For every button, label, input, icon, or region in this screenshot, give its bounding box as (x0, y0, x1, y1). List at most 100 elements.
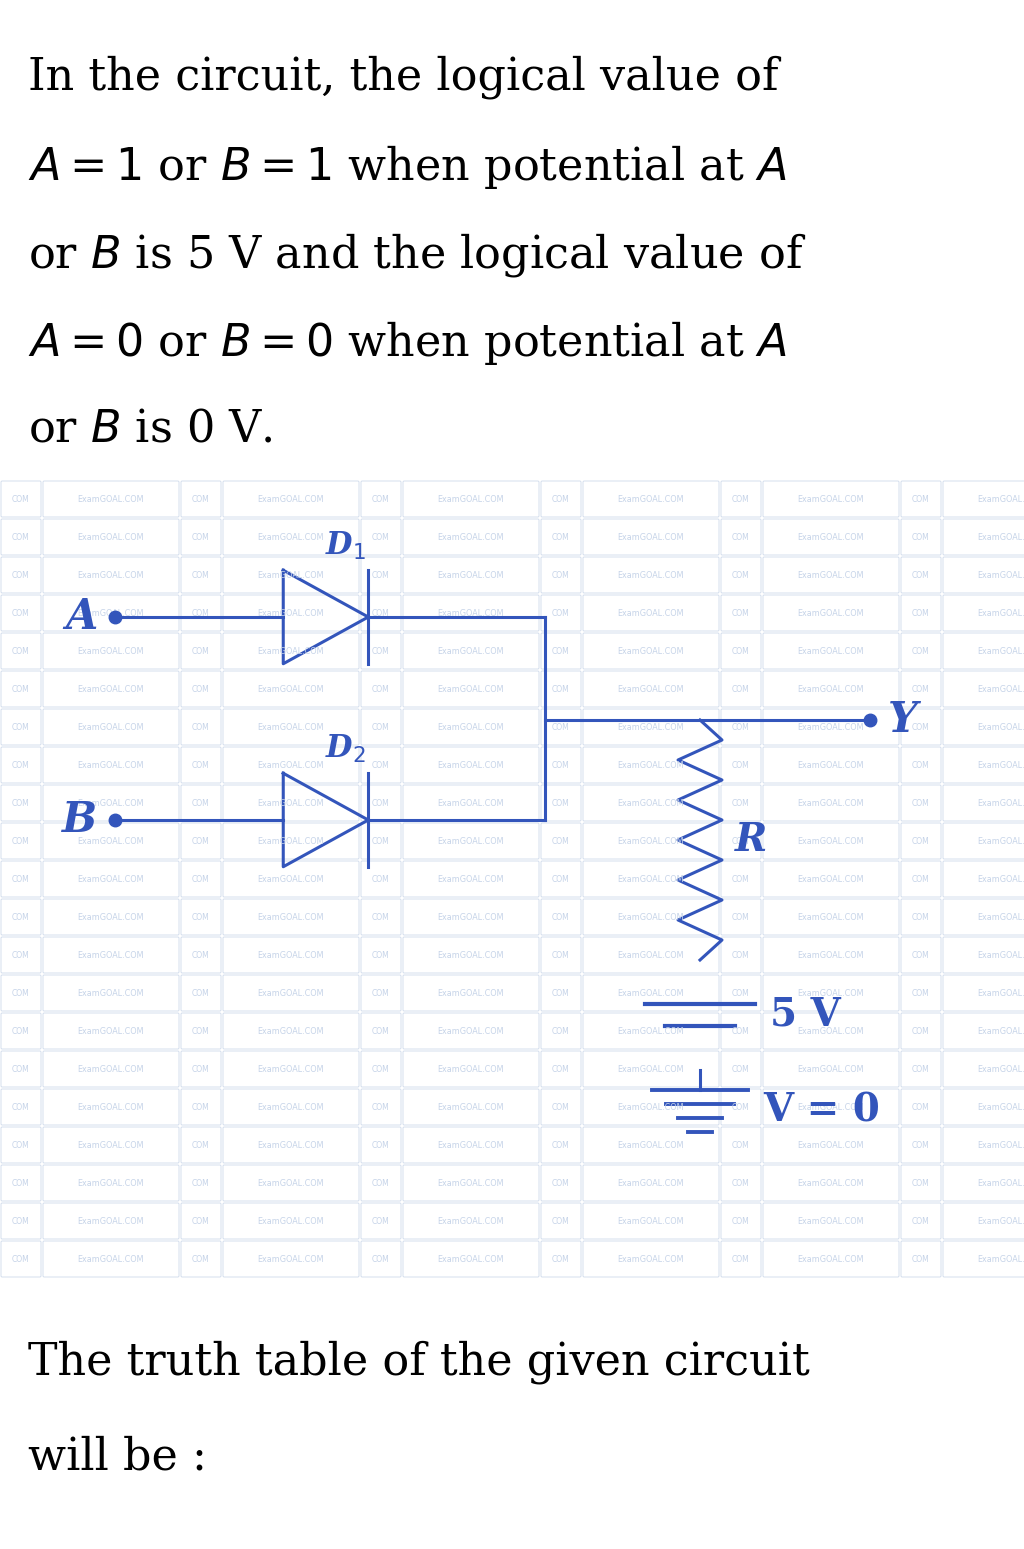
Text: ExamGOAL.COM: ExamGOAL.COM (617, 685, 684, 694)
Text: ExamGOAL.COM: ExamGOAL.COM (258, 685, 325, 694)
Text: COM: COM (372, 988, 390, 998)
Text: ExamGOAL.COM: ExamGOAL.COM (437, 1179, 504, 1188)
Text: ExamGOAL.COM: ExamGOAL.COM (617, 951, 684, 959)
Text: ExamGOAL.COM: ExamGOAL.COM (617, 1216, 684, 1225)
Text: ExamGOAL.COM: ExamGOAL.COM (258, 951, 325, 959)
Text: ExamGOAL.COM: ExamGOAL.COM (258, 836, 325, 846)
Text: COM: COM (912, 609, 930, 618)
Text: ExamGOAL.COM: ExamGOAL.COM (798, 836, 864, 846)
Text: ExamGOAL.COM: ExamGOAL.COM (78, 836, 144, 846)
Text: COM: COM (552, 1064, 570, 1073)
Text: COM: COM (193, 722, 210, 731)
Text: ExamGOAL.COM: ExamGOAL.COM (617, 1103, 684, 1112)
Text: ExamGOAL.COM: ExamGOAL.COM (258, 1255, 325, 1264)
Text: ExamGOAL.COM: ExamGOAL.COM (617, 1064, 684, 1073)
Text: COM: COM (372, 1216, 390, 1225)
Text: COM: COM (732, 1179, 750, 1188)
Text: ExamGOAL.COM: ExamGOAL.COM (798, 988, 864, 998)
Text: ExamGOAL.COM: ExamGOAL.COM (617, 988, 684, 998)
Text: ExamGOAL.COM: ExamGOAL.COM (978, 685, 1024, 694)
Text: ExamGOAL.COM: ExamGOAL.COM (978, 646, 1024, 655)
Text: ExamGOAL.COM: ExamGOAL.COM (617, 1140, 684, 1149)
Text: COM: COM (732, 951, 750, 959)
Text: ExamGOAL.COM: ExamGOAL.COM (798, 685, 864, 694)
Text: COM: COM (372, 951, 390, 959)
Text: COM: COM (912, 570, 930, 579)
Text: ExamGOAL.COM: ExamGOAL.COM (978, 1027, 1024, 1035)
Text: ExamGOAL.COM: ExamGOAL.COM (437, 951, 504, 959)
Text: COM: COM (552, 875, 570, 883)
Text: R: R (735, 821, 767, 860)
Text: ExamGOAL.COM: ExamGOAL.COM (78, 1216, 144, 1225)
Text: ExamGOAL.COM: ExamGOAL.COM (78, 609, 144, 618)
Text: ExamGOAL.COM: ExamGOAL.COM (617, 722, 684, 731)
Text: COM: COM (12, 875, 30, 883)
Text: COM: COM (552, 1027, 570, 1035)
Text: COM: COM (552, 1179, 570, 1188)
Text: ExamGOAL.COM: ExamGOAL.COM (978, 1103, 1024, 1112)
Text: ExamGOAL.COM: ExamGOAL.COM (798, 1103, 864, 1112)
Text: ExamGOAL.COM: ExamGOAL.COM (617, 1027, 684, 1035)
Text: COM: COM (912, 533, 930, 542)
Text: ExamGOAL.COM: ExamGOAL.COM (978, 1140, 1024, 1149)
Text: COM: COM (372, 646, 390, 655)
Text: COM: COM (372, 875, 390, 883)
Text: COM: COM (912, 722, 930, 731)
Text: ExamGOAL.COM: ExamGOAL.COM (78, 1140, 144, 1149)
Text: COM: COM (912, 988, 930, 998)
Text: or $B$ is 0 V.: or $B$ is 0 V. (28, 407, 272, 451)
Text: COM: COM (552, 646, 570, 655)
Text: COM: COM (552, 722, 570, 731)
Text: COM: COM (732, 1140, 750, 1149)
Text: ExamGOAL.COM: ExamGOAL.COM (258, 761, 325, 770)
Text: COM: COM (193, 1179, 210, 1188)
Text: ExamGOAL.COM: ExamGOAL.COM (798, 875, 864, 883)
Text: ExamGOAL.COM: ExamGOAL.COM (437, 570, 504, 579)
Text: A: A (65, 596, 97, 638)
Text: COM: COM (912, 875, 930, 883)
Text: ExamGOAL.COM: ExamGOAL.COM (78, 1255, 144, 1264)
Text: COM: COM (12, 494, 30, 503)
Text: COM: COM (372, 570, 390, 579)
Text: ExamGOAL.COM: ExamGOAL.COM (798, 570, 864, 579)
Text: ExamGOAL.COM: ExamGOAL.COM (617, 646, 684, 655)
Text: will be :: will be : (28, 1434, 207, 1478)
Text: ExamGOAL.COM: ExamGOAL.COM (258, 570, 325, 579)
Text: ExamGOAL.COM: ExamGOAL.COM (617, 798, 684, 807)
Text: ExamGOAL.COM: ExamGOAL.COM (258, 1027, 325, 1035)
Text: ExamGOAL.COM: ExamGOAL.COM (258, 1140, 325, 1149)
Text: COM: COM (193, 761, 210, 770)
Text: ExamGOAL.COM: ExamGOAL.COM (978, 722, 1024, 731)
Text: COM: COM (193, 533, 210, 542)
Text: ExamGOAL.COM: ExamGOAL.COM (437, 1216, 504, 1225)
Text: ExamGOAL.COM: ExamGOAL.COM (978, 761, 1024, 770)
Text: ExamGOAL.COM: ExamGOAL.COM (978, 1064, 1024, 1073)
Text: COM: COM (372, 1255, 390, 1264)
Text: ExamGOAL.COM: ExamGOAL.COM (617, 875, 684, 883)
Text: COM: COM (912, 1255, 930, 1264)
Text: ExamGOAL.COM: ExamGOAL.COM (798, 646, 864, 655)
Text: ExamGOAL.COM: ExamGOAL.COM (258, 722, 325, 731)
Text: ExamGOAL.COM: ExamGOAL.COM (258, 988, 325, 998)
Text: B: B (61, 799, 97, 841)
Text: COM: COM (12, 1103, 30, 1112)
Text: ExamGOAL.COM: ExamGOAL.COM (798, 798, 864, 807)
Text: COM: COM (552, 685, 570, 694)
Text: COM: COM (552, 533, 570, 542)
Text: COM: COM (193, 1027, 210, 1035)
Text: ExamGOAL.COM: ExamGOAL.COM (437, 761, 504, 770)
Text: ExamGOAL.COM: ExamGOAL.COM (78, 685, 144, 694)
Text: COM: COM (372, 494, 390, 503)
Text: ExamGOAL.COM: ExamGOAL.COM (78, 1103, 144, 1112)
Text: ExamGOAL.COM: ExamGOAL.COM (978, 1216, 1024, 1225)
Text: ExamGOAL.COM: ExamGOAL.COM (617, 494, 684, 503)
Text: COM: COM (732, 1103, 750, 1112)
Text: COM: COM (912, 1027, 930, 1035)
Text: COM: COM (732, 1064, 750, 1073)
Text: COM: COM (12, 1064, 30, 1073)
Text: COM: COM (552, 1255, 570, 1264)
Text: COM: COM (732, 722, 750, 731)
Text: ExamGOAL.COM: ExamGOAL.COM (437, 1140, 504, 1149)
Text: COM: COM (912, 1103, 930, 1112)
Text: COM: COM (732, 609, 750, 618)
